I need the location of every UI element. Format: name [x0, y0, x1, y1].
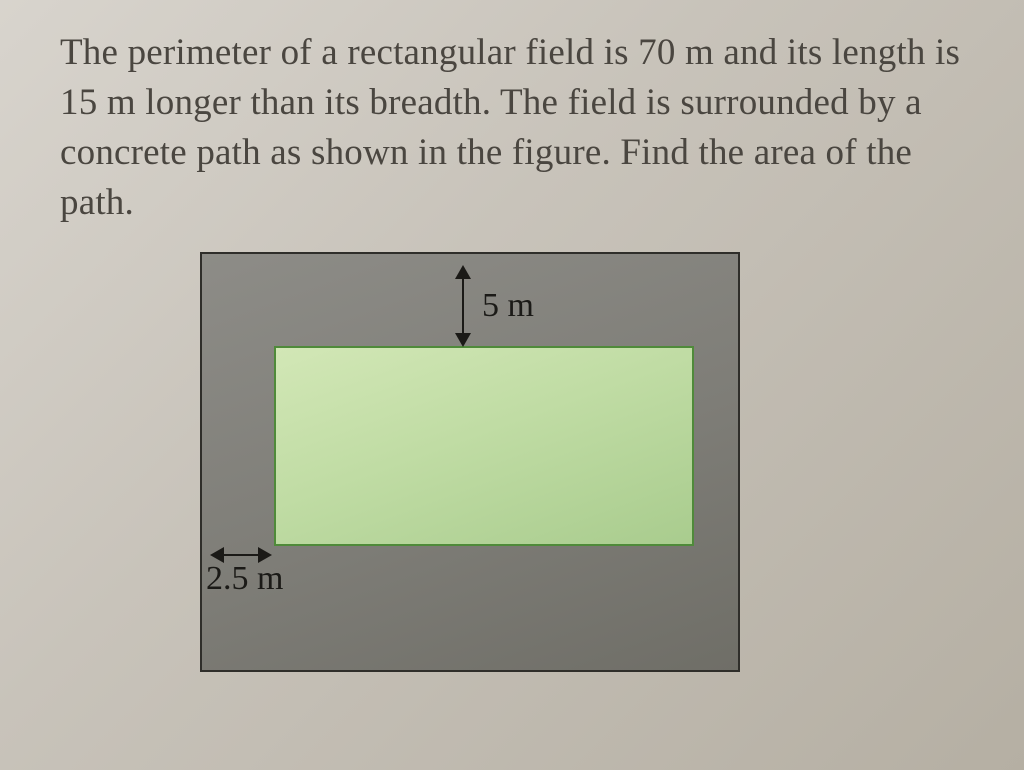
inner-field-rect: [274, 346, 694, 546]
horizontal-arrow-icon: [212, 554, 270, 556]
dimension-left-gap: 2.5 m: [212, 554, 283, 598]
figure: 5 m 2.5 m: [200, 252, 740, 672]
vertical-arrow-icon: [462, 267, 464, 345]
problem-statement: The perimeter of a rectangular field is …: [60, 28, 974, 228]
dimension-left-label: 2.5 m: [206, 560, 283, 598]
dimension-top-gap: 5 m: [462, 266, 534, 346]
concrete-path-rect: 5 m 2.5 m: [200, 252, 740, 672]
page: The perimeter of a rectangular field is …: [0, 0, 1024, 770]
dimension-top-label: 5 m: [482, 287, 534, 325]
